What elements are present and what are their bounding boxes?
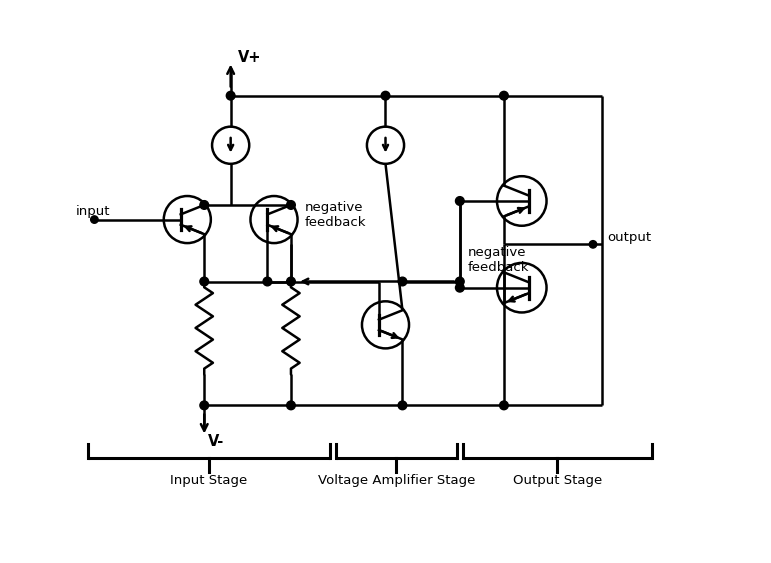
Circle shape [381,91,390,100]
Circle shape [398,277,407,286]
Circle shape [589,240,597,248]
Circle shape [227,91,235,100]
Text: V+: V+ [238,50,261,65]
Circle shape [200,401,209,410]
Text: output: output [608,231,651,244]
Text: Output Stage: Output Stage [513,474,602,487]
Text: Input Stage: Input Stage [170,474,247,487]
Circle shape [456,283,464,292]
Circle shape [456,196,464,205]
Circle shape [500,401,508,410]
Circle shape [456,277,464,286]
Circle shape [287,277,295,286]
Circle shape [91,216,98,224]
Circle shape [287,401,295,410]
Text: negative
feedback: negative feedback [305,200,366,229]
Text: negative
feedback: negative feedback [467,246,529,274]
Circle shape [287,200,295,209]
Circle shape [263,277,271,286]
Text: V-: V- [208,434,224,449]
Text: Voltage Amplifier Stage: Voltage Amplifier Stage [318,474,475,487]
Circle shape [500,91,508,100]
Circle shape [200,277,209,286]
Circle shape [200,200,209,209]
Circle shape [398,401,407,410]
Text: input: input [76,205,110,218]
